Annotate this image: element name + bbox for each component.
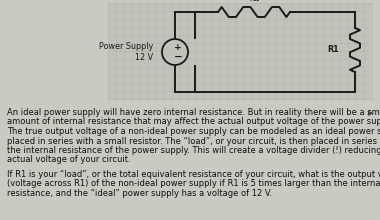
Text: If R1 is your “load”, or the total equivalent resistance of your circuit, what i: If R1 is your “load”, or the total equiv…	[7, 170, 380, 179]
Circle shape	[162, 39, 188, 65]
Text: resistance, and the “ideal” power supply has a voltage of 12 V.: resistance, and the “ideal” power supply…	[7, 189, 272, 198]
FancyBboxPatch shape	[108, 3, 372, 100]
Text: (voltage across R1) of the non-ideal power supply if R1 is 5 times larger than t: (voltage across R1) of the non-ideal pow…	[7, 180, 380, 189]
Text: R1: R1	[328, 46, 339, 55]
Text: ▶: ▶	[368, 110, 374, 116]
Text: the internal resistance of the power supply. This will create a voltage divider : the internal resistance of the power sup…	[7, 146, 380, 155]
Text: placed in series with a small resistor. The “load”, or your circuit, is then pla: placed in series with a small resistor. …	[7, 136, 380, 145]
Text: An ideal power supply will have zero internal resistance. But in reality there w: An ideal power supply will have zero int…	[7, 108, 380, 117]
Text: −: −	[174, 52, 182, 62]
Text: +: +	[174, 44, 182, 53]
Text: Internal
7Ω: Internal 7Ω	[239, 0, 269, 3]
Text: The true output voltage of a non-ideal power supply can be modeled as an ideal p: The true output voltage of a non-ideal p…	[7, 127, 380, 136]
Text: actual voltage of your circuit.: actual voltage of your circuit.	[7, 156, 131, 165]
Text: Power Supply
12 V: Power Supply 12 V	[99, 42, 153, 62]
Text: amount of internal resistance that may affect the actual output voltage of the p: amount of internal resistance that may a…	[7, 117, 380, 126]
